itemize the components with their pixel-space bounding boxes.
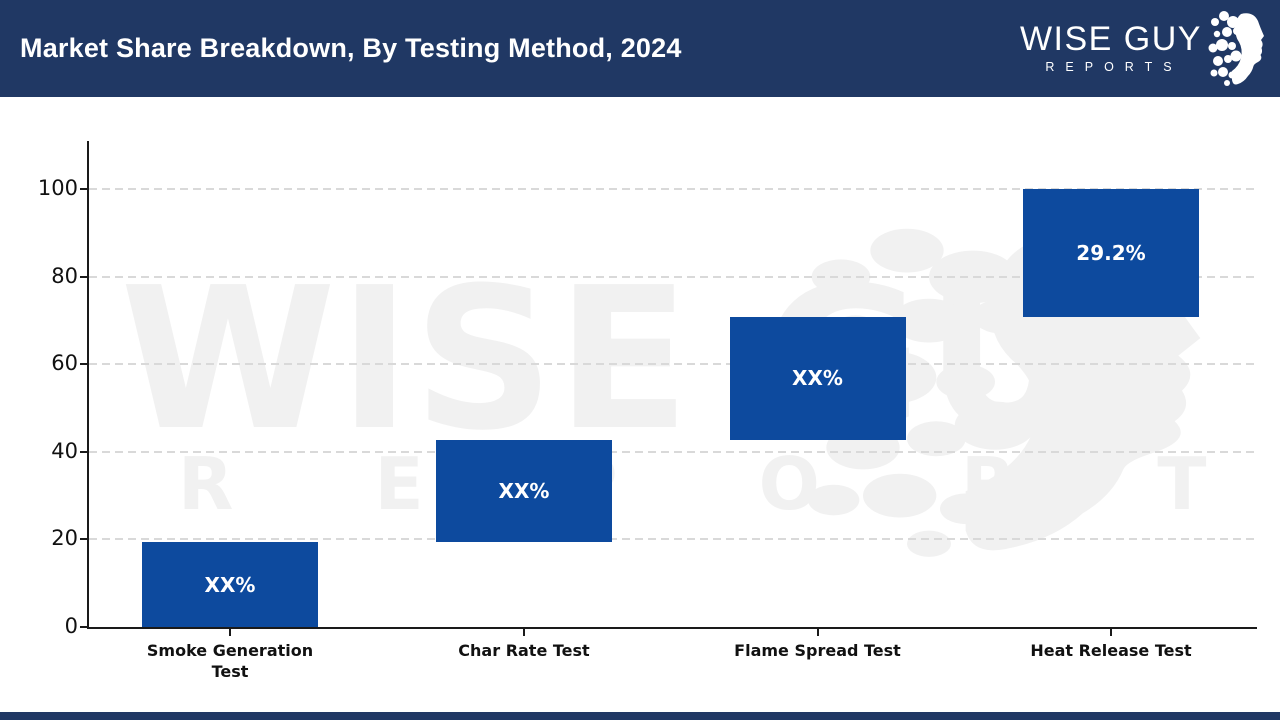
y-tick-label-40: 40 — [51, 438, 78, 463]
y-tick-label-20: 20 — [51, 526, 78, 551]
gridline-60 — [89, 363, 1257, 366]
y-tick-label-60: 60 — [51, 351, 78, 376]
bar-segment: XX% — [142, 542, 318, 627]
gridline-100 — [89, 188, 1257, 190]
x-category-label: Flame Spread Test — [734, 641, 901, 660]
gridline-40 — [89, 450, 1257, 453]
bar-value-label: XX% — [204, 572, 256, 597]
y-tick-label-0: 0 — [64, 614, 78, 638]
y-axis-line — [87, 141, 89, 629]
y-tick-mark — [80, 275, 87, 278]
page-title: Market Share Breakdown, By Testing Metho… — [20, 33, 682, 63]
gridline-20 — [89, 538, 1257, 541]
gridline-80 — [89, 275, 1257, 278]
x-category-label: Heat Release Test — [1030, 641, 1192, 660]
bar-segment: 29.2% — [1023, 189, 1199, 317]
x-tick-mark — [1110, 629, 1112, 636]
bar-value-label: XX% — [792, 366, 843, 391]
x-axis-line — [87, 627, 1257, 629]
x-tick-mark — [523, 629, 525, 636]
header-bar: Market Share Breakdown, By Testing Metho… — [0, 0, 1280, 97]
waterfall-chart: 0 20 40 60 80 100 XX% Smoke Generation Test XX% C… — [0, 97, 1280, 712]
logo-head-icon — [1208, 10, 1264, 86]
logo-reports-text: REPORTS — [1045, 60, 1183, 74]
y-tick-mark — [80, 626, 87, 628]
x-category-label: Smoke Generation Test — [146, 641, 314, 681]
logo-wiseguy-text: WISE GUY — [1019, 20, 1202, 58]
y-tick-mark — [80, 538, 87, 541]
bar-segment: XX% — [729, 316, 906, 440]
y-tick-mark — [80, 188, 87, 190]
bar-value-label: 29.2% — [1076, 240, 1146, 265]
bar-value-label: XX% — [498, 478, 550, 503]
x-tick-mark — [816, 629, 819, 636]
y-tick-label-100: 100 — [37, 176, 78, 200]
x-tick-mark — [229, 629, 231, 636]
y-tick-label-80: 80 — [51, 263, 78, 288]
footer-bar — [0, 712, 1280, 720]
wise-guy-reports-logo: WISE GUY REPORTS — [1020, 0, 1266, 97]
y-tick-mark — [80, 450, 87, 453]
y-tick-mark — [80, 363, 87, 366]
x-category-label: Char Rate Test — [458, 641, 590, 660]
bar-segment: XX% — [436, 439, 612, 543]
